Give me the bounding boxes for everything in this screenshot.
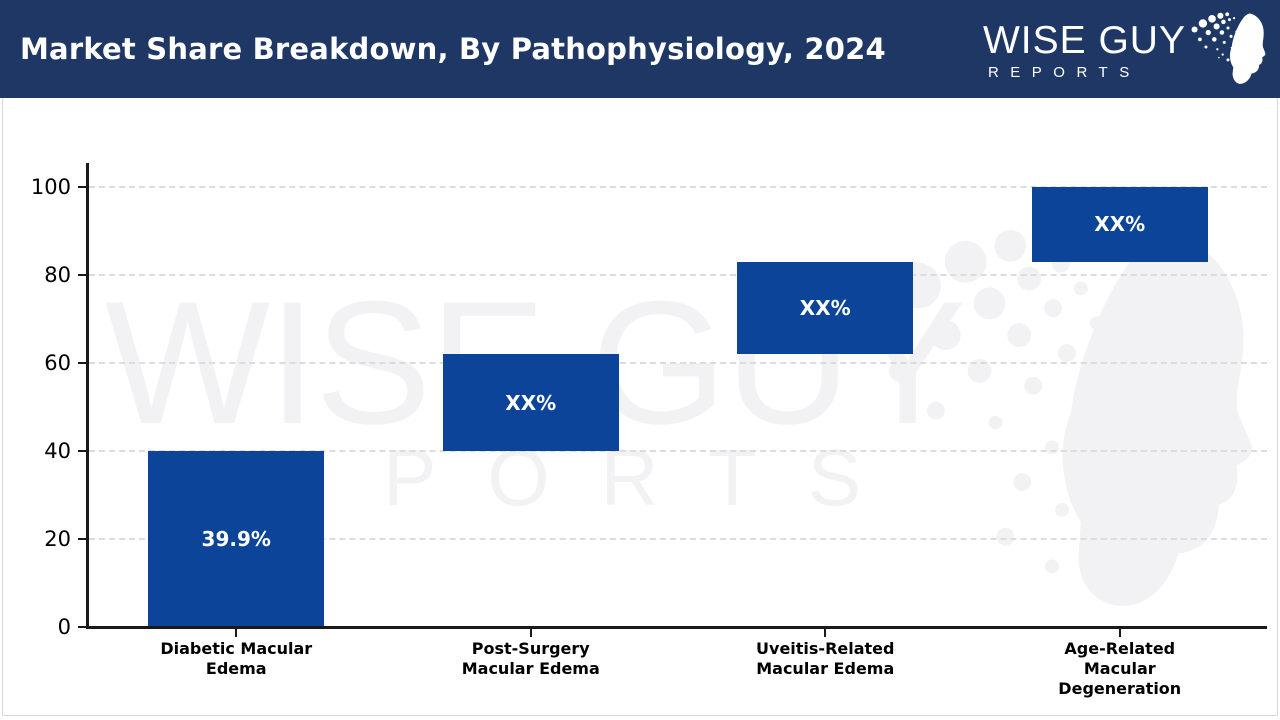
x-tick-3 — [1118, 629, 1121, 637]
y-tick-20 — [78, 538, 86, 540]
chart-area: WISE GUY PORTS 0 20 40 60 80 100 39.9% Diabetic… — [2, 98, 1278, 716]
gridline-20 — [89, 538, 1267, 540]
logo-face-icon — [1191, 12, 1266, 84]
category-label-0: Diabetic Macular Edema — [160, 639, 313, 678]
header: Market Share Breakdown, By Pathophysiolo… — [0, 0, 1280, 98]
category-label-3: Age-Related Macular Degeneration — [1058, 639, 1182, 698]
y-tick-label-40: 40 — [44, 439, 71, 463]
x-tick-1 — [529, 629, 532, 637]
brand-logo-text: WISE GUY REPORTS — [983, 21, 1186, 80]
page-title: Market Share Breakdown, By Pathophysiolo… — [20, 32, 886, 66]
bar-1: XX% — [442, 354, 619, 451]
y-tick-label-100: 100 — [30, 175, 71, 199]
y-tick-label-0: 0 — [57, 615, 71, 639]
y-tick-100 — [78, 186, 86, 188]
logo-wordmark: WISE GUY — [982, 18, 1186, 62]
bar-value-label-3: XX% — [1094, 212, 1146, 237]
logo-subtitle: REPORTS — [987, 63, 1141, 81]
y-tick-80 — [78, 274, 86, 276]
plot: 0 20 40 60 80 100 39.9% Diabetic Macular Edema XX… — [31, 163, 1267, 698]
x-tick-2 — [824, 629, 827, 637]
y-tick-60 — [78, 362, 86, 364]
bar-value-label-0: 39.9% — [201, 527, 271, 552]
gridline-100 — [89, 186, 1267, 188]
y-tick-label-60: 60 — [44, 351, 71, 375]
x-axis — [86, 626, 1267, 629]
y-tick-label-20: 20 — [44, 527, 71, 551]
bar-value-label-2: XX% — [799, 296, 851, 320]
category-label-2: Uveitis-Related Macular Edema — [756, 639, 895, 678]
gridline-60 — [89, 362, 1267, 364]
bar-value-label-1: XX% — [505, 390, 557, 415]
x-tick-0 — [235, 629, 238, 637]
bar-2: XX% — [737, 261, 914, 355]
bar-0: 39.9% — [148, 451, 325, 627]
gridline-80 — [89, 274, 1267, 276]
y-tick-0 — [78, 626, 86, 628]
brand-logo: WISE GUY REPORTS — [983, 8, 1266, 92]
y-axis — [86, 163, 89, 629]
y-tick-label-80: 80 — [44, 263, 71, 287]
category-label-1: Post-Surgery Macular Edema — [461, 639, 600, 678]
gridline-40 — [89, 450, 1267, 452]
y-tick-40 — [78, 450, 86, 452]
bar-3: XX% — [1031, 187, 1208, 262]
